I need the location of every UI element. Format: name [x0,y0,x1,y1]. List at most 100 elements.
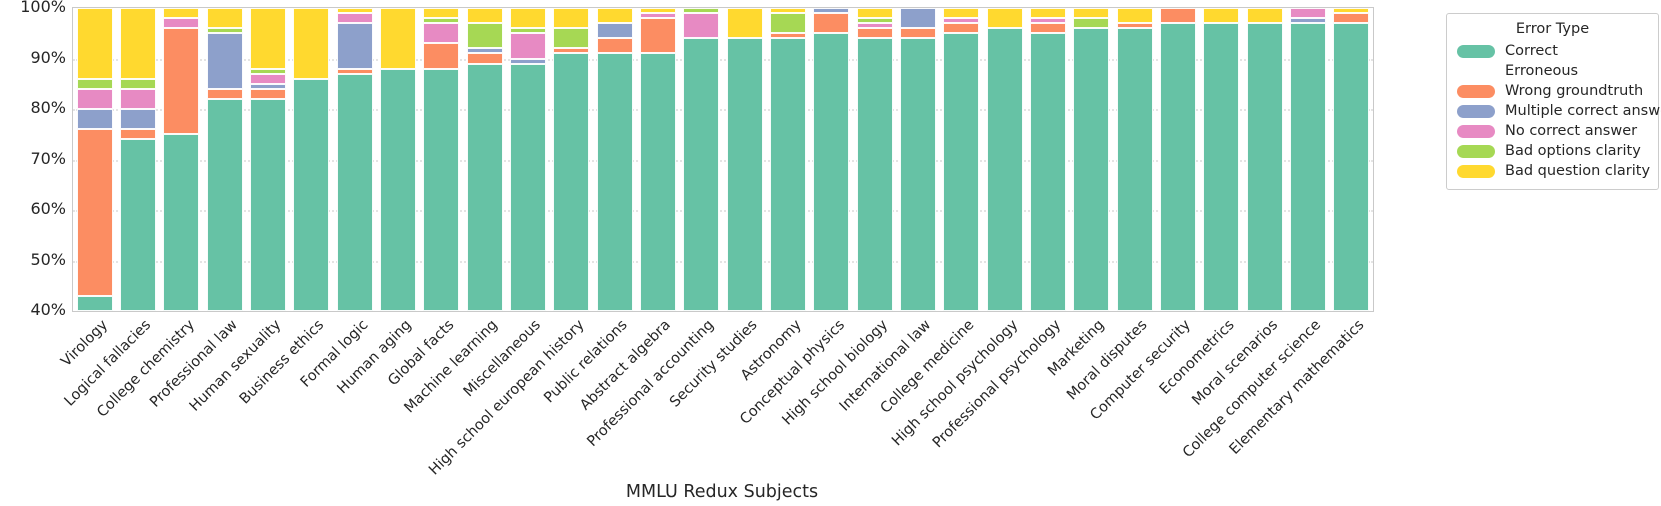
x-axis-title: MMLU Redux Subjects [625,482,819,502]
bar-segment-wrong-groundtruth [120,129,156,140]
bar-segment-no-correct-answer [120,88,156,109]
bar-segment-correct [510,63,546,311]
bar-college-medicine [943,8,980,311]
bar-segment-correct [683,38,720,311]
legend-swatch-icon [1457,44,1495,58]
legend-rows: Correct Erroneous Wrong groundtruth Multipl… [1457,41,1661,181]
bar-segment-wrong-groundtruth [423,43,460,69]
bar-segment-correct [1160,23,1196,311]
bar-virology [76,8,113,311]
bar-segment-wrong-groundtruth [553,48,590,54]
bar-segment-multiple-correct-answers [510,58,546,64]
bar-segment-multiple-correct-answers [206,33,243,89]
bar-segment-correct [1073,28,1110,311]
bar-segment-correct [1290,23,1326,311]
x-tick-label-miscellaneous: Miscellaneous [461,317,545,401]
bar-segment-bad-question-clarity [423,8,460,19]
bar-segment-correct [466,63,503,311]
bar-segment-wrong-groundtruth [1333,13,1370,24]
y-tick-label-40: 40% [30,300,66,319]
bar-segment-correct [423,68,460,311]
bar-segment-bad-options-clarity [510,28,546,34]
bar-segment-correct [76,295,113,311]
bar-segment-correct [293,78,330,311]
bar-segment-bad-question-clarity [1333,8,1370,14]
bar-segment-multiple-correct-answers [900,8,936,29]
bar-segment-bad-question-clarity [770,8,806,14]
bar-logical-fallacies [120,8,156,311]
bar-segment-multiple-correct-answers [1290,18,1326,24]
legend-row-wrong-groundtruth: Wrong groundtruth [1457,81,1648,101]
bar-miscellaneous [510,8,546,311]
bar-segment-wrong-groundtruth [813,13,850,34]
legend-row-bad-question-clarity: Bad question clarity [1457,161,1651,181]
bar-segment-multiple-correct-answers [813,8,850,14]
bar-segment-correct [640,53,676,311]
bar-marketing [1073,8,1110,311]
legend-title: Error Type [1515,21,1590,37]
bar-segment-no-correct-answer [1290,8,1326,19]
legend-row-no-correct-answer: No correct answer [1457,121,1648,141]
legend: Error Type Correct Erroneous Wrong groundt… [1446,13,1661,190]
bar-international-law [900,8,936,311]
y-tick-label-50: 50% [30,249,66,269]
legend-swatch-icon [1457,164,1495,178]
bar-segment-wrong-groundtruth [640,18,676,54]
bar-segment-bad-options-clarity [856,18,893,24]
legend-label: Wrong groundtruth [1505,83,1644,99]
bar-segment-bad-question-clarity [120,8,156,79]
bar-segment-wrong-groundtruth [900,28,936,39]
bar-segment-multiple-correct-answers [120,109,156,130]
legend-swatch-icon [1457,84,1495,98]
bar-conceptual-physics [813,8,850,311]
legend-swatch-blank [1457,65,1495,78]
bar-formal-logic [336,8,373,311]
bar-segment-no-correct-answer [336,13,373,24]
bar-segment-correct [336,73,373,311]
bar-segment-wrong-groundtruth [163,28,200,135]
bar-segment-bad-options-clarity [553,28,590,49]
legend-swatch-icon [1457,104,1495,118]
bar-business-ethics [293,8,330,311]
bar-professional-accounting [683,8,720,311]
y-tick-label-100: 100% [20,0,66,16]
bar-high-school-biology [856,8,893,311]
bar-segment-bad-question-clarity [293,8,330,79]
bar-segment-no-correct-answer [76,88,113,109]
bar-segment-bad-question-clarity [466,8,503,24]
bar-human-aging [380,8,416,311]
legend-label: Bad options clarity [1505,143,1641,159]
legend-row-bad-options-clarity: Bad options clarity [1457,141,1648,161]
bar-segment-bad-question-clarity [986,8,1023,29]
bar-segment-multiple-correct-answers [336,23,373,69]
bar-segment-bad-question-clarity [380,8,416,69]
bar-machine-learning [466,8,503,311]
bar-segment-correct [596,53,633,311]
bar-segment-wrong-groundtruth [596,38,633,54]
bar-segment-no-correct-answer [510,33,546,59]
bar-segment-bad-question-clarity [596,8,633,24]
bar-segment-no-correct-answer [250,73,286,84]
bar-segment-correct [206,98,243,311]
gridline-70 [73,159,1373,162]
bar-segment-no-correct-answer [856,23,893,29]
bar-segment-correct [380,68,416,311]
legend-label: Bad question clarity [1505,163,1651,179]
bar-segment-bad-options-clarity [250,68,286,74]
x-tick-label-human-aging: Human aging [334,317,415,398]
bar-segment-wrong-groundtruth [1116,23,1153,29]
bar-segment-multiple-correct-answers [76,109,113,130]
bar-segment-bad-question-clarity [553,8,590,29]
gridline-90 [73,58,1373,61]
bar-segment-correct [1116,28,1153,311]
bar-segment-correct [813,33,850,311]
bar-segment-bad-question-clarity [76,8,113,79]
bar-elementary-mathematics [1333,8,1370,311]
bar-segment-correct [986,28,1023,311]
bar-computer-security [1160,8,1196,311]
bar-segment-bad-question-clarity [856,8,893,19]
bar-segment-no-correct-answer [640,13,676,19]
bar-segment-no-correct-answer [943,18,980,24]
bar-segment-bad-question-clarity [943,8,980,19]
